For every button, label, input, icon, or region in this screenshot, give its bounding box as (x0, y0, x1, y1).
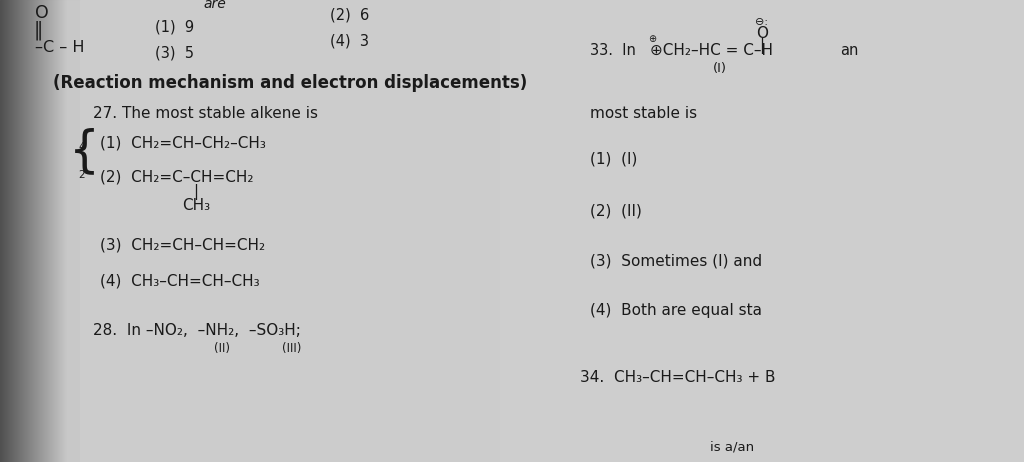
Text: (3)  Sometimes (I) and: (3) Sometimes (I) and (590, 253, 762, 268)
Text: O: O (756, 26, 768, 41)
Text: |: | (194, 184, 199, 200)
Text: (2)  CH₂=C–CH=CH₂: (2) CH₂=C–CH=CH₂ (100, 170, 254, 185)
Text: is a/an: is a/an (710, 440, 754, 453)
Text: (2)  6: (2) 6 (330, 8, 370, 23)
Text: {: { (69, 127, 99, 175)
Text: (4)  Both are equal sta: (4) Both are equal sta (590, 303, 762, 318)
Text: an: an (840, 43, 858, 58)
Text: 2: 2 (79, 170, 85, 180)
Text: (1)  9: (1) 9 (155, 20, 195, 35)
Text: (II): (II) (214, 342, 230, 355)
Text: (Reaction mechanism and electron displacements): (Reaction mechanism and electron displac… (53, 74, 527, 92)
Text: ⊖:: ⊖: (756, 17, 768, 27)
Text: (III): (III) (283, 342, 302, 355)
Text: (1)  (I): (1) (I) (590, 151, 637, 166)
Text: (3)  CH₂=CH–CH=CH₂: (3) CH₂=CH–CH=CH₂ (100, 238, 265, 253)
Text: (3)  5: (3) 5 (155, 45, 194, 60)
Text: (I): (I) (713, 62, 727, 75)
Text: |: | (760, 38, 765, 54)
Text: –C – H: –C – H (35, 40, 85, 55)
Text: O: O (35, 4, 49, 22)
Text: ‖: ‖ (34, 20, 43, 39)
Bar (500, 0, 1024, 462)
Text: 33.  In: 33. In (590, 43, 636, 58)
Text: (4)  3: (4) 3 (330, 33, 369, 48)
Text: are: are (204, 0, 226, 11)
Text: (1)  CH₂=CH–CH₂–CH₃: (1) CH₂=CH–CH₂–CH₃ (100, 136, 266, 151)
Text: ⊕CH₂–HC = C–H: ⊕CH₂–HC = C–H (650, 43, 773, 58)
Text: 4: 4 (79, 142, 85, 152)
Text: (4)  CH₃–CH=CH–CH₃: (4) CH₃–CH=CH–CH₃ (100, 273, 260, 288)
Text: 27. The most stable alkene is: 27. The most stable alkene is (93, 106, 318, 121)
Text: 34.  CH₃–CH=CH–CH₃ + B: 34. CH₃–CH=CH–CH₃ + B (580, 370, 775, 385)
Text: 28.  In –NO₂,  –NH₂,  –SO₃H;: 28. In –NO₂, –NH₂, –SO₃H; (93, 323, 301, 338)
Text: (2)  (II): (2) (II) (590, 203, 642, 218)
Text: ⊕: ⊕ (648, 34, 656, 44)
Text: most stable is: most stable is (590, 106, 697, 121)
Text: CH₃: CH₃ (182, 198, 210, 213)
